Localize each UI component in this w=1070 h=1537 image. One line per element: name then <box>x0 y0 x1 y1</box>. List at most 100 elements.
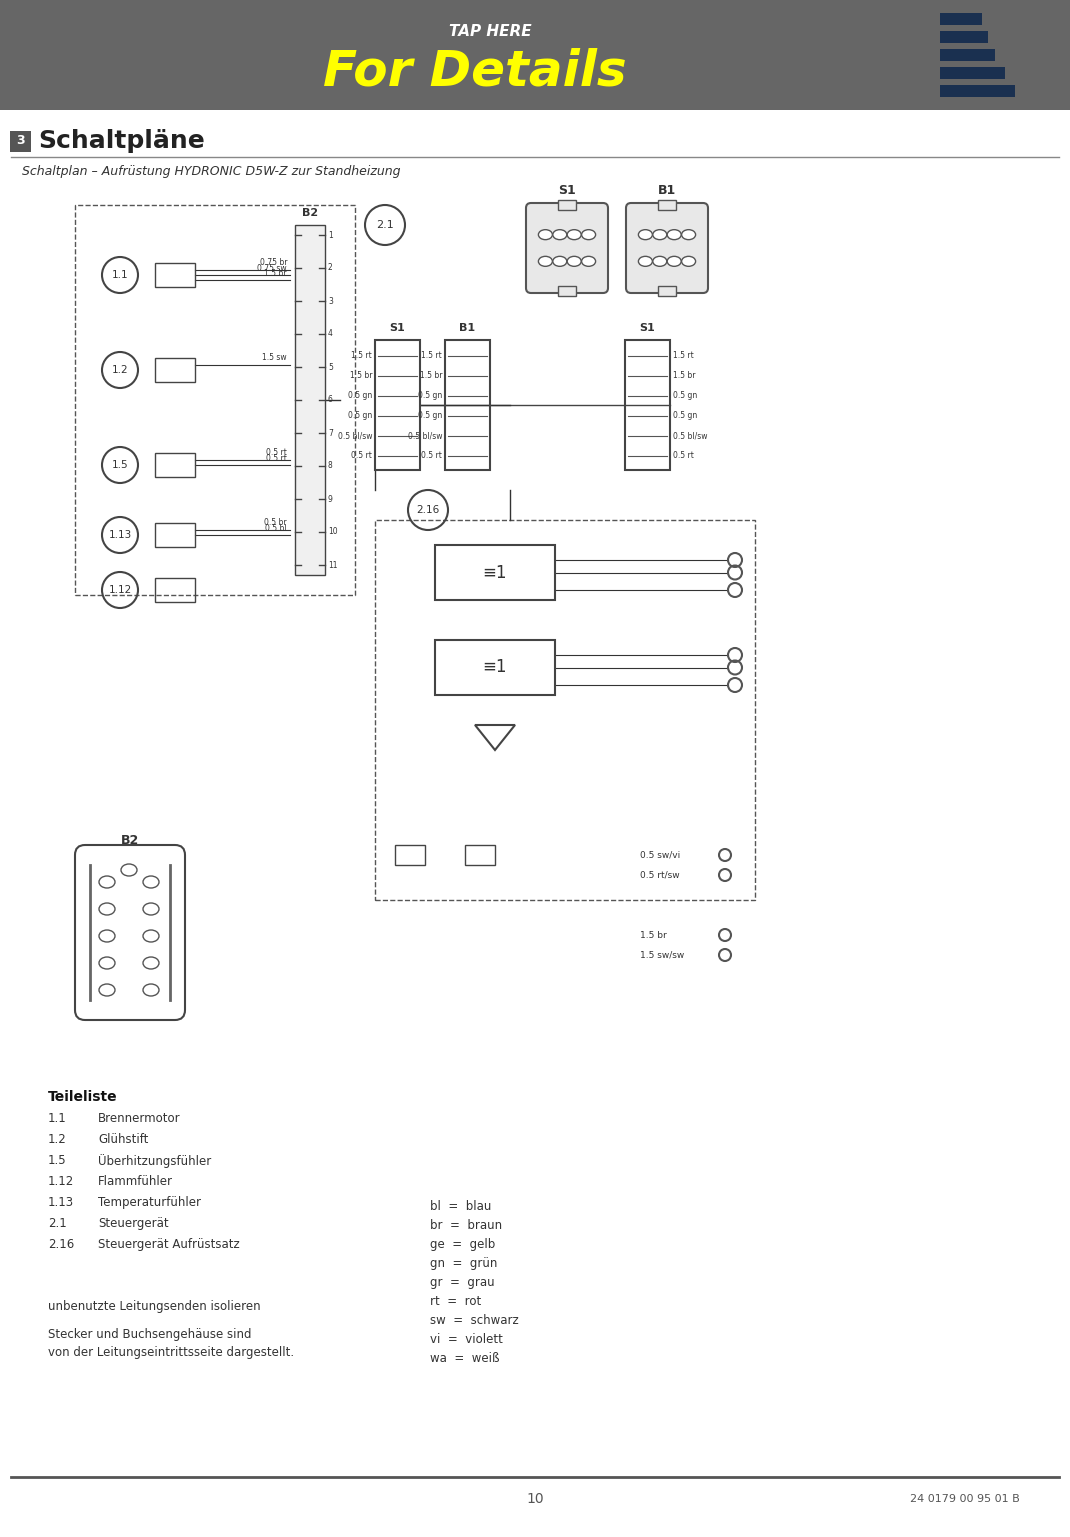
Bar <box>395 845 425 865</box>
Text: 1.12: 1.12 <box>48 1174 74 1188</box>
Text: S1: S1 <box>559 183 576 197</box>
Text: 1.5: 1.5 <box>48 1154 66 1167</box>
Text: 9: 9 <box>328 495 333 504</box>
Text: 1.5 rt: 1.5 rt <box>673 352 693 361</box>
Bar <box>295 224 325 575</box>
Text: 1.5 br: 1.5 br <box>673 372 696 381</box>
Text: 1.1: 1.1 <box>48 1111 66 1125</box>
Bar <box>658 200 676 211</box>
Text: 2.16: 2.16 <box>416 506 440 515</box>
Text: gr  =  grau: gr = grau <box>430 1276 494 1290</box>
Text: von der Leitungseintrittsseite dargestellt.: von der Leitungseintrittsseite dargestel… <box>48 1346 294 1359</box>
Ellipse shape <box>143 904 159 915</box>
Text: 0.5 rt: 0.5 rt <box>422 452 442 461</box>
Text: Brennermotor: Brennermotor <box>98 1111 181 1125</box>
Ellipse shape <box>582 257 596 266</box>
Text: 2.16: 2.16 <box>48 1237 74 1251</box>
Bar <box>941 49 995 61</box>
Text: 2: 2 <box>328 263 333 272</box>
Text: 0.5 bl/sw: 0.5 bl/sw <box>408 432 442 441</box>
Text: wa  =  weiß: wa = weiß <box>430 1353 500 1365</box>
Text: Schaltpläne: Schaltpläne <box>39 129 204 154</box>
Text: 1.2: 1.2 <box>111 364 128 375</box>
Ellipse shape <box>639 257 653 266</box>
Text: TAP HERE: TAP HERE <box>448 25 532 40</box>
Text: 0.5 rt: 0.5 rt <box>673 452 693 461</box>
Text: 5: 5 <box>328 363 333 372</box>
Bar <box>435 546 555 599</box>
Bar <box>155 263 195 287</box>
Text: Flammfühler: Flammfühler <box>98 1174 173 1188</box>
Ellipse shape <box>100 984 114 996</box>
Ellipse shape <box>100 958 114 968</box>
Text: 1.5 rt: 1.5 rt <box>351 352 372 361</box>
Text: 0.5 sw/vi: 0.5 sw/vi <box>640 850 681 859</box>
Text: 10: 10 <box>328 527 338 536</box>
Text: 1.12: 1.12 <box>108 586 132 595</box>
Text: 4: 4 <box>328 329 333 338</box>
Text: 0.5 gn: 0.5 gn <box>348 392 372 401</box>
Text: 0.5 bl/sw: 0.5 bl/sw <box>337 432 372 441</box>
Text: 11: 11 <box>328 561 337 570</box>
Text: 1.5 rt: 1.5 rt <box>422 352 442 361</box>
Text: gn  =  grün: gn = grün <box>430 1257 498 1270</box>
Text: 1.13: 1.13 <box>48 1196 74 1210</box>
Ellipse shape <box>682 257 696 266</box>
Ellipse shape <box>100 930 114 942</box>
Ellipse shape <box>653 229 667 240</box>
Text: 0.5 gn: 0.5 gn <box>673 412 698 421</box>
Bar <box>155 358 195 383</box>
Text: 3: 3 <box>16 135 25 148</box>
Text: ≡1: ≡1 <box>483 564 507 581</box>
Bar <box>445 340 490 470</box>
Bar <box>465 845 495 865</box>
Text: 10: 10 <box>526 1492 544 1506</box>
Bar <box>941 31 988 43</box>
Ellipse shape <box>538 257 552 266</box>
Text: 0.5 gn: 0.5 gn <box>673 392 698 401</box>
Bar <box>625 340 670 470</box>
Ellipse shape <box>143 958 159 968</box>
Text: B2: B2 <box>121 833 139 847</box>
Bar <box>941 85 1015 97</box>
Text: B2: B2 <box>302 207 318 218</box>
Text: For Details: For Details <box>323 48 627 95</box>
Text: 0.75 br: 0.75 br <box>260 258 287 267</box>
Text: bl  =  blau: bl = blau <box>430 1200 491 1213</box>
Text: 1.1: 1.1 <box>111 271 128 280</box>
Ellipse shape <box>582 229 596 240</box>
Text: S1: S1 <box>389 323 406 334</box>
Text: 0.5 rt: 0.5 rt <box>266 453 287 463</box>
Bar <box>155 578 195 603</box>
Text: 2.1: 2.1 <box>377 220 394 231</box>
Text: br  =  braun: br = braun <box>430 1219 502 1233</box>
Text: 1.2: 1.2 <box>48 1133 66 1147</box>
Ellipse shape <box>567 229 581 240</box>
Text: 6: 6 <box>328 395 333 404</box>
Text: Steuergerät Aufrüstsatz: Steuergerät Aufrüstsatz <box>98 1237 240 1251</box>
Text: 0.5 bl/sw: 0.5 bl/sw <box>673 432 707 441</box>
FancyBboxPatch shape <box>626 203 708 294</box>
Text: rt  =  rot: rt = rot <box>430 1296 482 1308</box>
Text: 1.5 sw: 1.5 sw <box>262 354 287 363</box>
Bar <box>10 131 31 152</box>
Text: ≡1: ≡1 <box>483 658 507 676</box>
Ellipse shape <box>143 984 159 996</box>
Ellipse shape <box>682 229 696 240</box>
Ellipse shape <box>143 876 159 888</box>
Text: 1.5: 1.5 <box>111 460 128 470</box>
Text: Teileliste: Teileliste <box>48 1090 118 1104</box>
Text: Glühstift: Glühstift <box>98 1133 149 1147</box>
Text: Schaltplan – Aufrüstung HYDRONIC D5W-Z zur Standheizung: Schaltplan – Aufrüstung HYDRONIC D5W-Z z… <box>22 166 400 178</box>
Text: 1.5 br: 1.5 br <box>264 269 287 278</box>
Ellipse shape <box>668 257 682 266</box>
Text: 1.5 br: 1.5 br <box>640 930 667 939</box>
Text: 8: 8 <box>328 461 333 470</box>
Text: ge  =  gelb: ge = gelb <box>430 1237 495 1251</box>
Text: 1.5 br: 1.5 br <box>350 372 372 381</box>
Text: Steuergerät: Steuergerät <box>98 1217 169 1230</box>
Bar <box>557 200 576 211</box>
Text: 2.1: 2.1 <box>48 1217 66 1230</box>
Text: 1.5 br: 1.5 br <box>419 372 442 381</box>
Text: sw  =  schwarz: sw = schwarz <box>430 1314 519 1326</box>
